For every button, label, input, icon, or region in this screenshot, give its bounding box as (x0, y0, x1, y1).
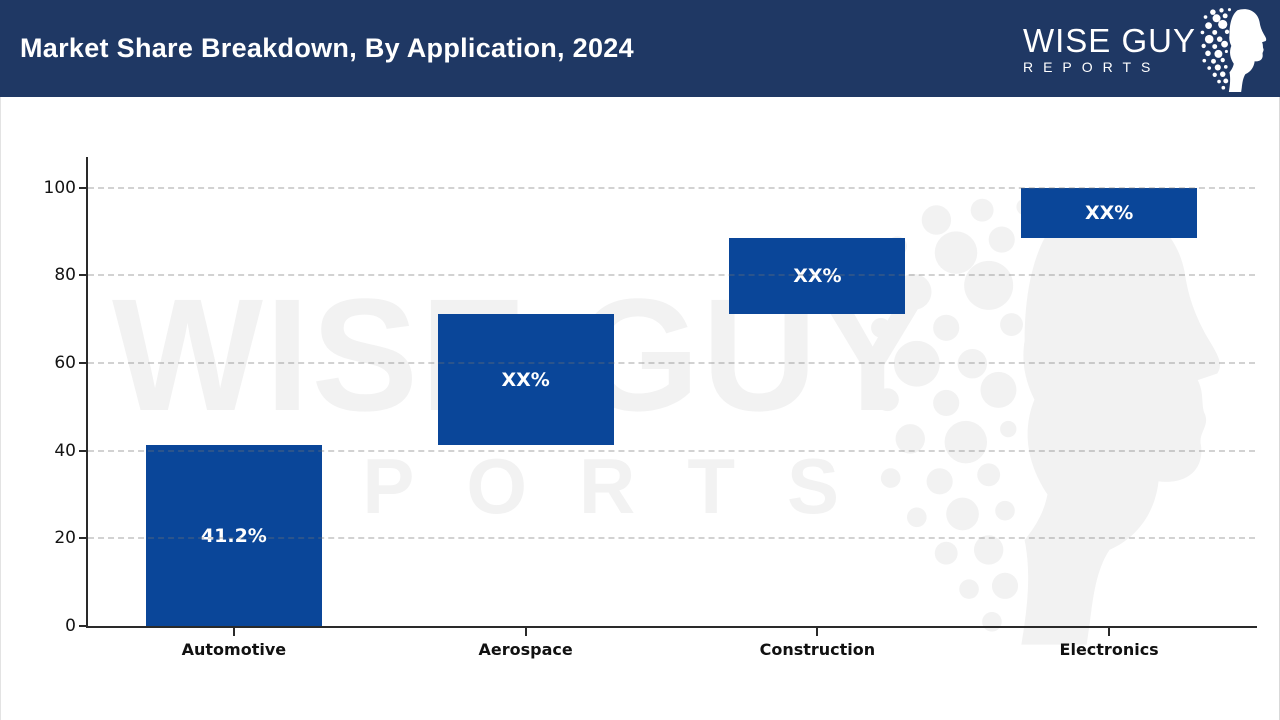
bar-aerospace: XX% (437, 313, 614, 446)
chart-title: Market Share Breakdown, By Application, … (20, 33, 634, 63)
brand-subname: REPORTS (1022, 58, 1161, 75)
bar-value-label: 41.2% (200, 524, 267, 547)
y-tick-0 (79, 625, 88, 627)
y-tick-label-100: 100 (43, 177, 76, 198)
y-tick-label-80: 80 (54, 265, 76, 286)
dotted-head-profile-icon (1198, 6, 1272, 92)
brand-name: WISE GUY (1022, 21, 1196, 59)
watermark-dotted-head-profile-icon (858, 187, 1250, 645)
x-tick-construction (816, 628, 819, 636)
x-tick-automotive (232, 628, 235, 636)
gridline-40 (88, 449, 1255, 452)
y-tick-label-0: 0 (65, 616, 76, 636)
bar-value-label: XX% (1084, 201, 1134, 224)
y-tick-80 (79, 274, 88, 277)
bar-value-label: XX% (793, 264, 842, 287)
x-axis-line (86, 626, 1257, 628)
brand-logo: WISE GUY REPORTS (1023, 6, 1272, 92)
y-axis-line (86, 157, 88, 628)
bar-automotive: 41.2% (145, 445, 322, 626)
bar-electronics: XX% (1021, 187, 1198, 239)
y-tick-40 (79, 449, 88, 452)
y-tick-20 (79, 537, 88, 540)
x-tick-label-construction: Construction (759, 640, 876, 659)
chart-plot-area: WISE GUY REPORTS 0 20 40 60 80 100 41.2% Automo… (0, 97, 1280, 720)
y-tick-100 (79, 186, 88, 189)
y-tick-label-20: 20 (54, 528, 76, 549)
bar-value-label: XX% (501, 368, 550, 391)
gridline-60 (88, 362, 1255, 364)
y-tick-label-40: 40 (54, 440, 76, 461)
gridline-20 (88, 537, 1255, 540)
header-bar: Market Share Breakdown, By Application, … (0, 0, 1280, 97)
x-tick-label-aerospace: Aerospace (478, 640, 573, 659)
brand-wordmark: WISE GUY REPORTS (1023, 24, 1196, 74)
x-tick-label-automotive: Automotive (181, 640, 287, 659)
x-tick-aerospace (524, 628, 527, 636)
x-tick-label-electronics: Electronics (1059, 640, 1159, 659)
y-tick-60 (79, 362, 88, 364)
x-tick-electronics (1108, 628, 1111, 636)
gridline-80 (88, 274, 1255, 277)
bar-construction: XX% (729, 238, 906, 314)
gridline-100 (88, 186, 1255, 189)
y-tick-label-60: 60 (54, 353, 76, 373)
